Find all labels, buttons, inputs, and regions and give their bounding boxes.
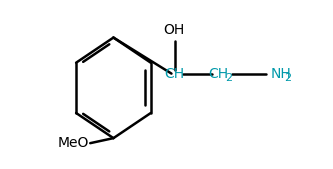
Text: OH: OH bbox=[163, 23, 184, 37]
Text: 2: 2 bbox=[284, 73, 291, 83]
Text: CH: CH bbox=[208, 67, 228, 81]
Text: 2: 2 bbox=[226, 73, 233, 83]
Text: CH: CH bbox=[165, 67, 185, 81]
Text: NH: NH bbox=[271, 67, 292, 81]
Text: MeO: MeO bbox=[57, 136, 89, 150]
